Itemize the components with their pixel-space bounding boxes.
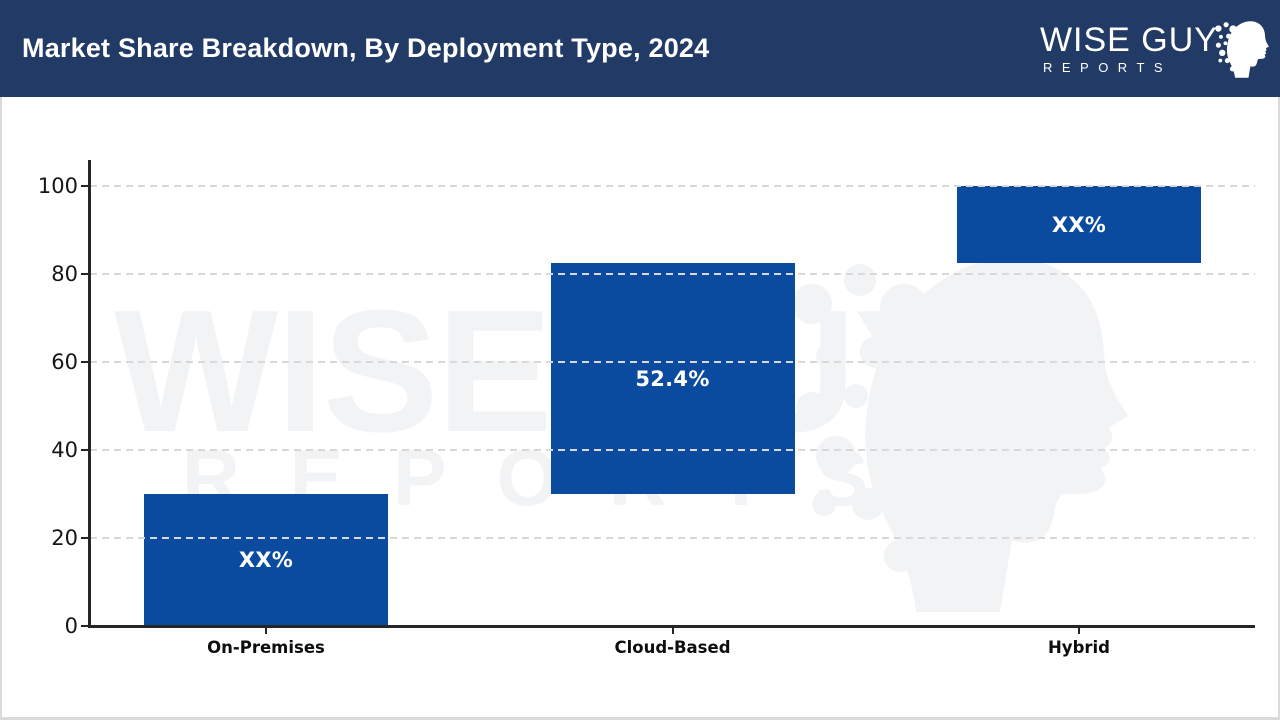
bar-cloud-based: 52.4% <box>550 263 795 494</box>
y-tick-mark-100 <box>81 185 89 187</box>
x-tick-mark-1 <box>671 627 674 634</box>
y-tick-label-0: 0 <box>64 614 78 638</box>
header-bar: Market Share Breakdown, By Deployment Ty… <box>0 0 1280 97</box>
watermark-head-icon <box>792 258 1128 612</box>
wiseguy-head-icon <box>1215 20 1269 78</box>
category-label-hybrid: Hybrid <box>1048 638 1110 657</box>
category-label-cloud-based: Cloud-Based <box>614 638 731 657</box>
x-tick-mark-0 <box>265 627 267 634</box>
gridline-y-40 <box>90 449 1255 451</box>
y-axis-line <box>88 160 91 627</box>
wiseguy-logo: WISE GUY REPORTS <box>1040 4 1276 93</box>
x-axis-line <box>88 625 1255 628</box>
logo-reports-text: REPORTS <box>1042 59 1173 75</box>
x-tick-mark-2 <box>1078 627 1080 634</box>
gridline-y-80 <box>90 273 1255 275</box>
y-tick-label-80: 80 <box>51 262 78 286</box>
logo-wiseguy-text: WISE GUY <box>1039 20 1218 59</box>
gridline-y-60 <box>90 361 1255 363</box>
bar-on-premises: XX% <box>144 494 388 626</box>
y-tick-label-20: 20 <box>51 526 78 550</box>
y-tick-mark-20 <box>81 537 89 539</box>
y-tick-label-60: 60 <box>51 350 78 374</box>
y-tick-label-40: 40 <box>51 438 78 462</box>
y-tick-mark-80 <box>81 273 89 275</box>
bar-value-label: XX% <box>1051 212 1107 237</box>
category-label-on-premises: On-Premises <box>207 638 325 657</box>
y-tick-mark-40 <box>81 449 89 451</box>
gridline-y-20 <box>90 537 1255 539</box>
page-title: Market Share Breakdown, By Deployment Ty… <box>22 33 710 63</box>
gridline-y-100 <box>90 185 1255 187</box>
bar-value-label: 52.4% <box>635 366 710 391</box>
y-tick-label-100: 100 <box>37 174 78 198</box>
y-tick-mark-0 <box>81 625 89 627</box>
y-tick-mark-60 <box>81 361 89 363</box>
bar-hybrid: XX% <box>957 186 1201 264</box>
bar-value-label: XX% <box>238 548 294 572</box>
